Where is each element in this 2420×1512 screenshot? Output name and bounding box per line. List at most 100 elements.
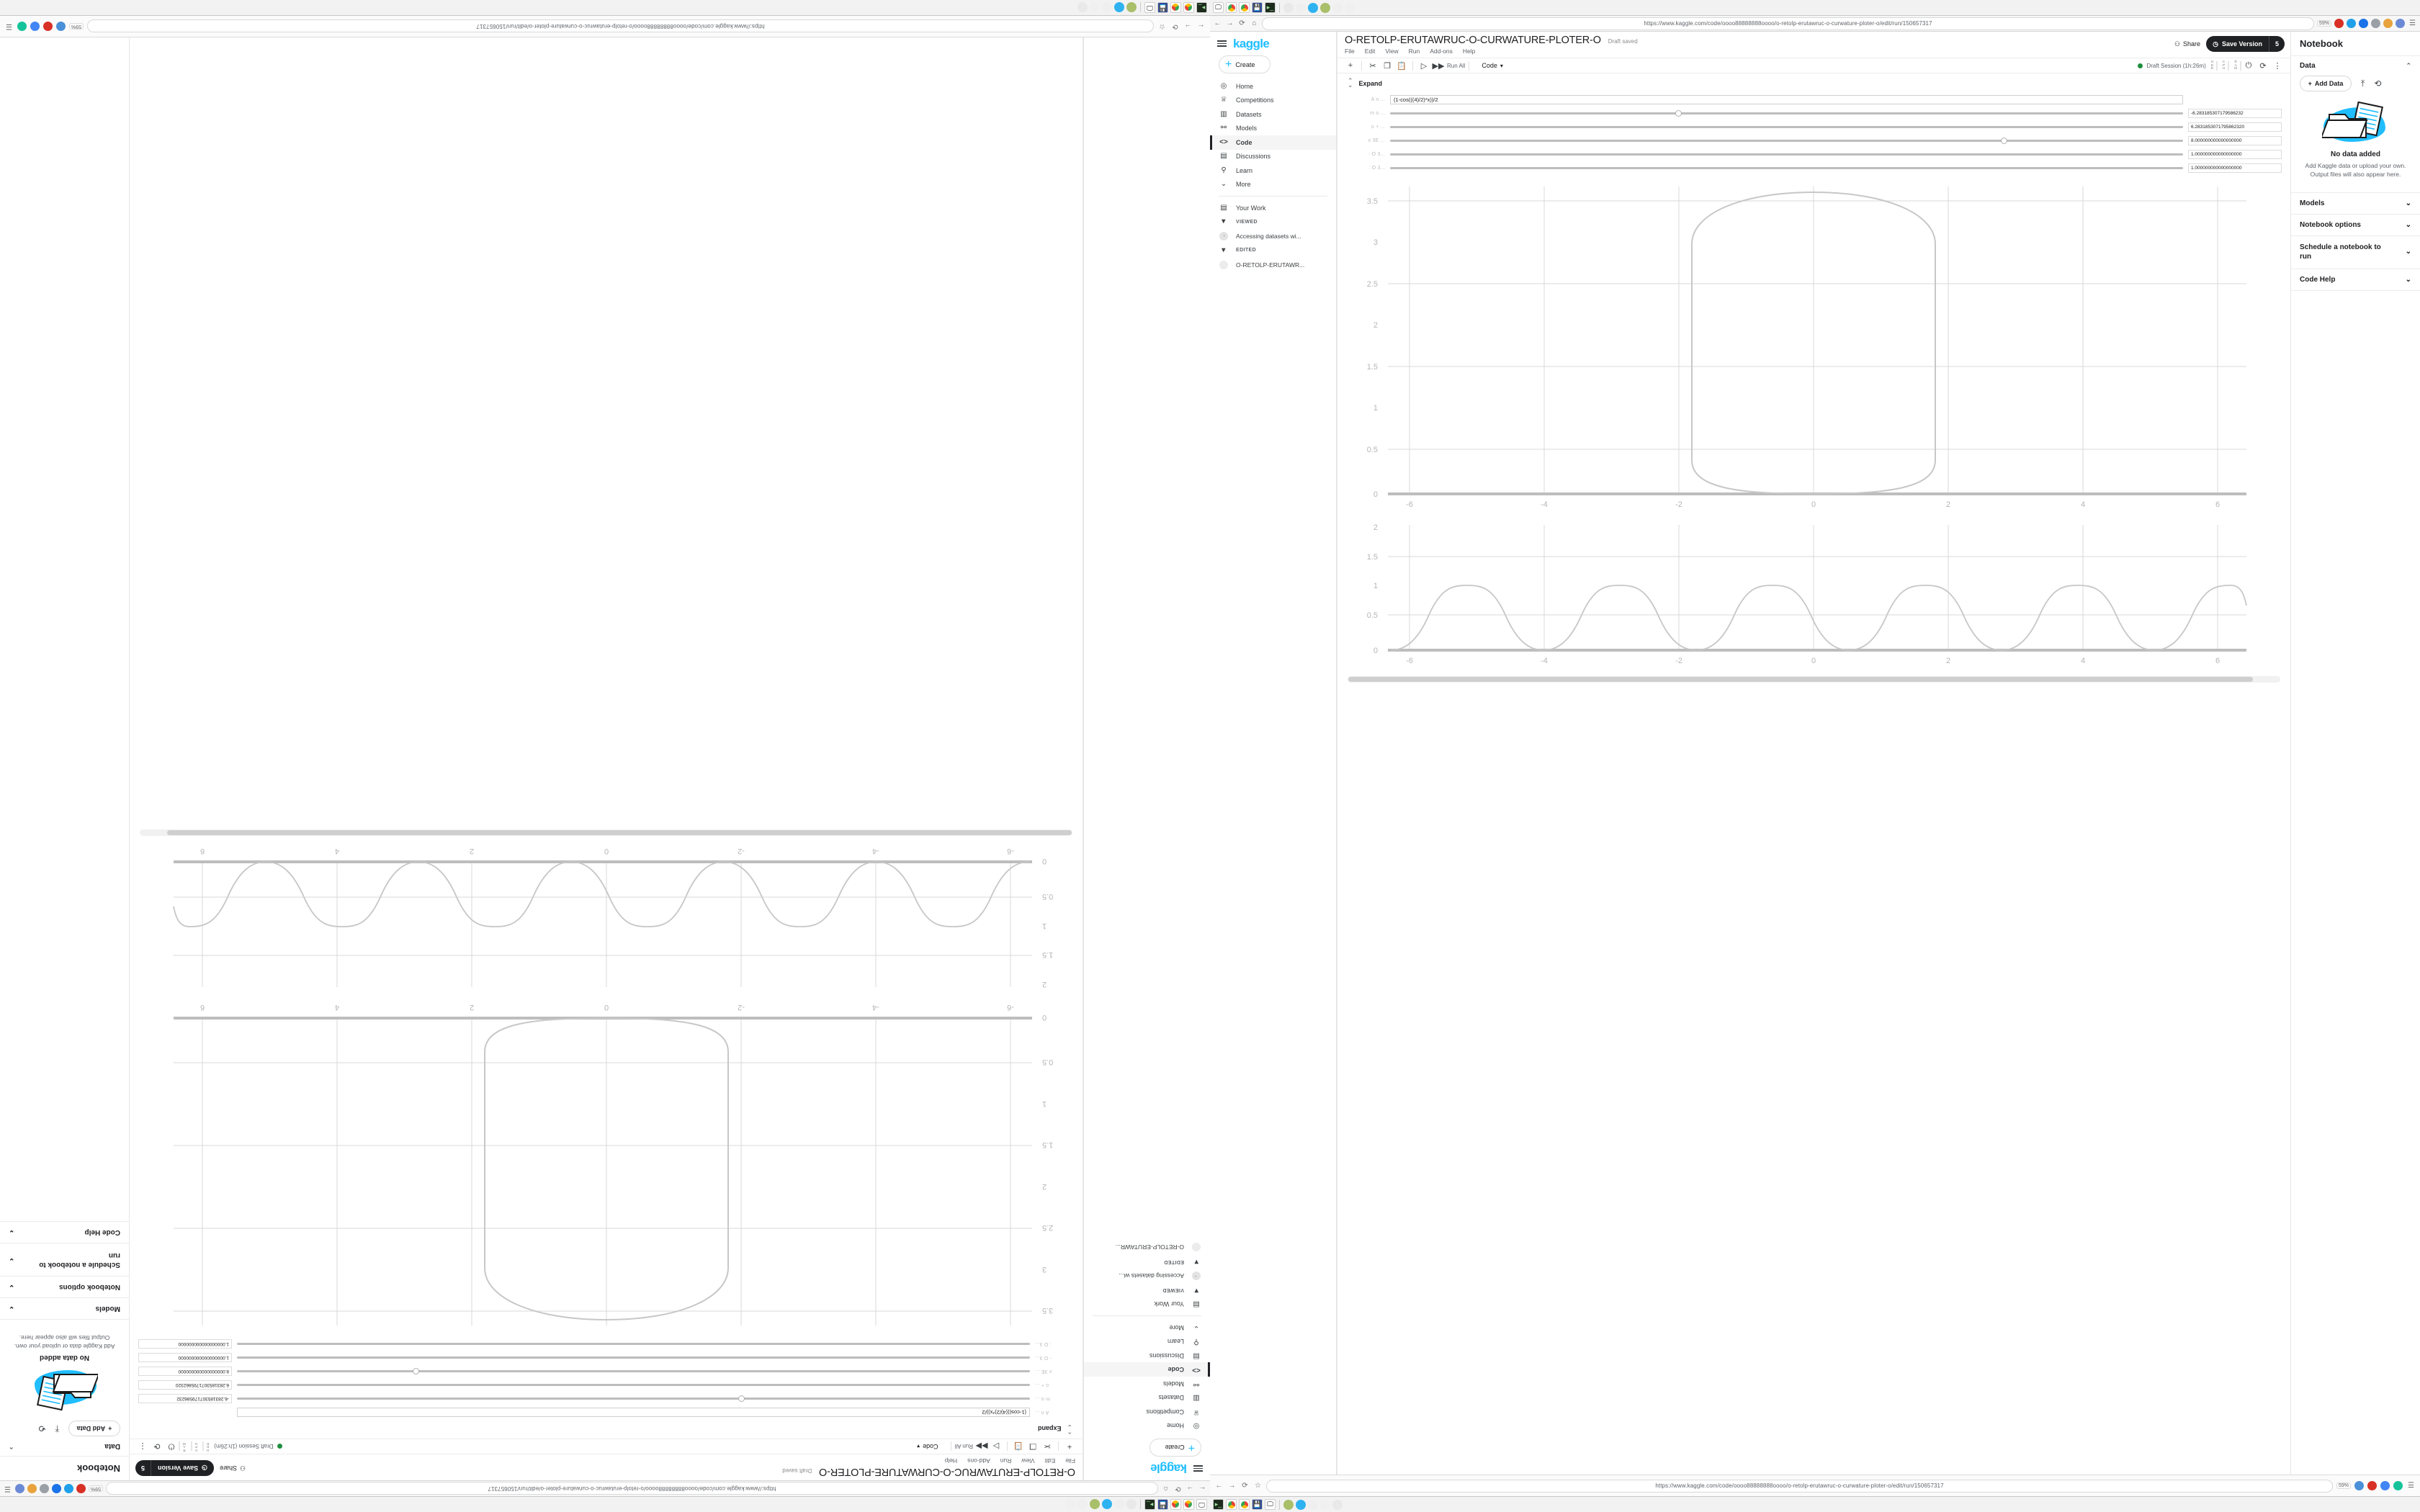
sidebar-recent-edited[interactable]: O-RETOLP-ERUTAWR... [1210,258,1336,272]
moon-icon[interactable] [1065,1499,1075,1510]
power-icon[interactable]: ⏻ [2245,60,2252,70]
water-drop-icon[interactable] [1296,1499,1306,1510]
reload-icon[interactable]: ⟳ [1242,1481,1248,1490]
screen-icon[interactable]: 🖵 [1213,2,1224,13]
slider-xmin[interactable] [1390,109,2183,118]
browser-toolbar-bottom[interactable]: ← → ⟳ ☆ https://www.kaggle.com/code/oooo… [1210,1475,2420,1496]
record-icon[interactable] [1320,2,1330,13]
chrome-icon[interactable] [1183,1499,1194,1510]
upload-icon[interactable]: ⤒ [55,1423,59,1434]
restart-icon[interactable]: ⟳ [2259,61,2267,71]
run-all-label[interactable]: Run All [1447,62,1466,69]
browser-toolbar-mirror[interactable]: ← → ⟳ ⌂ https://www.kaggle.com/code/oooo… [0,1480,1210,1496]
upload-icon[interactable]: ⤒ [2361,78,2365,89]
notebook-options-section[interactable]: Notebook options ⌄ [2291,215,2420,236]
os-taskbar-bottom-mirror[interactable]: ▸_ 💾 🖵 [0,0,1210,16]
forward-arrow-icon[interactable]: → [1228,1481,1236,1490]
settings-icon[interactable] [40,1484,49,1493]
sidebar-item-your-work[interactable]: ▤ Your Work [1210,201,1336,215]
vpn-icon[interactable] [15,1484,24,1493]
adblock-icon[interactable] [76,1484,86,1493]
shield-icon[interactable] [2347,19,2356,28]
adblock-icon[interactable] [2367,1481,2377,1490]
adblock-icon[interactable] [43,22,53,31]
chrome-icon[interactable] [1170,2,1181,13]
models-section[interactable]: Models ⌄ [2291,193,2420,215]
translate-icon[interactable] [2380,1481,2390,1490]
sidebar-item-more[interactable]: ⌄ More [1084,1320,1210,1335]
record-icon[interactable] [1090,1499,1100,1510]
code-help-section[interactable]: Code Help ⌄ [0,1221,129,1243]
os-taskbar-top[interactable]: 🖵 💾 ▸_ [1210,0,2420,16]
slider-value[interactable]: -6.283185307179586232 [138,1394,232,1403]
water-drop-icon[interactable] [1114,2,1124,13]
reload-icon[interactable]: ⟳ [1239,19,1245,27]
chrome-icon[interactable] [1239,2,1250,13]
copy-cell-button[interactable]: ❐ [1029,1441,1036,1451]
adblock-icon[interactable] [2334,19,2344,28]
forward-arrow-icon[interactable]: → [1186,1485,1194,1493]
menu-run[interactable]: Run [1408,48,1420,55]
moon-icon[interactable] [1320,1499,1330,1510]
notebook-cells[interactable]: ⌃ ⌄ Expand A n ... (1-cos(((4)/2)*x))/2 m… [1337,73,2290,1475]
moon-icon[interactable] [1345,2,1355,13]
sidebar-item-learn[interactable]: ⚲ Learn [1084,1335,1210,1349]
notebook-title[interactable]: O-RETOLP-ERUTAWRUC-O-CURWATURE-PLOTER-O [1345,35,1601,46]
menu-icon[interactable]: ☰ [2409,19,2416,27]
terminal-icon[interactable]: ▸_ [1265,2,1276,13]
chrome-icon[interactable] [1239,1499,1250,1510]
terminal-icon[interactable]: ▸_ [1196,2,1207,13]
kebab-menu-icon[interactable]: ⋮ [2273,61,2282,71]
screen-icon[interactable]: 🖵 [1265,1499,1276,1510]
menu-addons[interactable]: Add-ons [1430,48,1453,55]
menu-help[interactable]: Help [1462,48,1476,55]
menu-edit[interactable]: Edit [1044,1457,1056,1464]
run-cell-button[interactable]: ▷ [1420,61,1428,71]
notebook-options-section[interactable]: Notebook options ⌄ [0,1276,129,1298]
formula-input[interactable]: (1-cos(((4)/2)*x))/2 [1390,95,2183,104]
run-all-label[interactable]: Run All [954,1443,973,1450]
sidebar-item-discussions[interactable]: ▤ Discussions [1210,150,1336,164]
sidebar-recent-edited[interactable]: O-RETOLP-ERUTAWR... [1084,1241,1210,1255]
menu-help[interactable]: Help [944,1457,958,1464]
back-arrow-icon[interactable]: ← [1215,1481,1223,1490]
cell-expand-toggle[interactable]: ⌃ ⌄ Expand [130,1421,1083,1439]
slider-value[interactable]: 1.000000000000000000 [138,1339,232,1349]
chrome-icon[interactable] [1170,1499,1181,1510]
formula-input[interactable]: (1-cos(((4)/2)*x))/2 [237,1408,1030,1417]
sidebar-item-more[interactable]: ⌄ More [1210,178,1336,192]
kaggle-logo[interactable]: kaggle [1150,1462,1187,1475]
sidebar-item-code[interactable]: <> Code [1084,1362,1210,1377]
globe-icon[interactable] [1077,1499,1088,1510]
refresh-icon[interactable]: ⟲ [38,1423,46,1434]
notebook-title[interactable]: O-RETOLP-ERUTAWRUC-O-CURWATURE-PLOTER-O [819,1466,1075,1477]
slider-xmax[interactable] [1390,122,2183,132]
data-section-header[interactable]: Data ⌃ [2291,56,2420,76]
run-all-button[interactable]: ▶▶ [975,1441,988,1451]
slider-value[interactable]: 8.000000000000000000 [2188,136,2282,145]
paste-cell-button[interactable]: 📋 [1013,1441,1023,1451]
wrench-icon[interactable] [1357,2,1367,13]
gear-icon[interactable] [1126,1499,1137,1510]
menu-icon[interactable]: ☰ [4,1485,11,1493]
globe-icon[interactable] [1308,1499,1318,1510]
save-disk-icon[interactable]: 💾 [1252,1499,1263,1510]
share-button[interactable]: ⚇ Share [220,1464,246,1472]
menu-file[interactable]: File [1065,1457,1075,1464]
sidebar-group-edited[interactable]: ▾ EDITED [1084,1255,1210,1269]
menu-view[interactable]: View [1021,1457,1035,1464]
chrome-icon[interactable] [1226,1499,1237,1510]
slider-value[interactable]: -6.283185307179586232 [2188,109,2282,118]
slider-value[interactable]: 1.000000000000000000 [2188,150,2282,159]
save-disk-icon[interactable]: 💾 [1252,2,1263,13]
menu-run[interactable]: Run [1000,1457,1012,1464]
screen-icon[interactable]: 🖵 [1144,2,1155,13]
home-icon[interactable]: ⌂ [1163,1485,1168,1493]
slider-value[interactable]: 1.000000000000000000 [2188,163,2282,173]
translate-icon[interactable] [30,22,40,31]
menu-addons[interactable]: Add-ons [967,1457,990,1464]
create-button[interactable]: + Create [1219,55,1270,73]
shield-icon[interactable] [64,1484,73,1493]
schedule-notebook-section[interactable]: Schedule a notebook to run ⌄ [2291,236,2420,269]
